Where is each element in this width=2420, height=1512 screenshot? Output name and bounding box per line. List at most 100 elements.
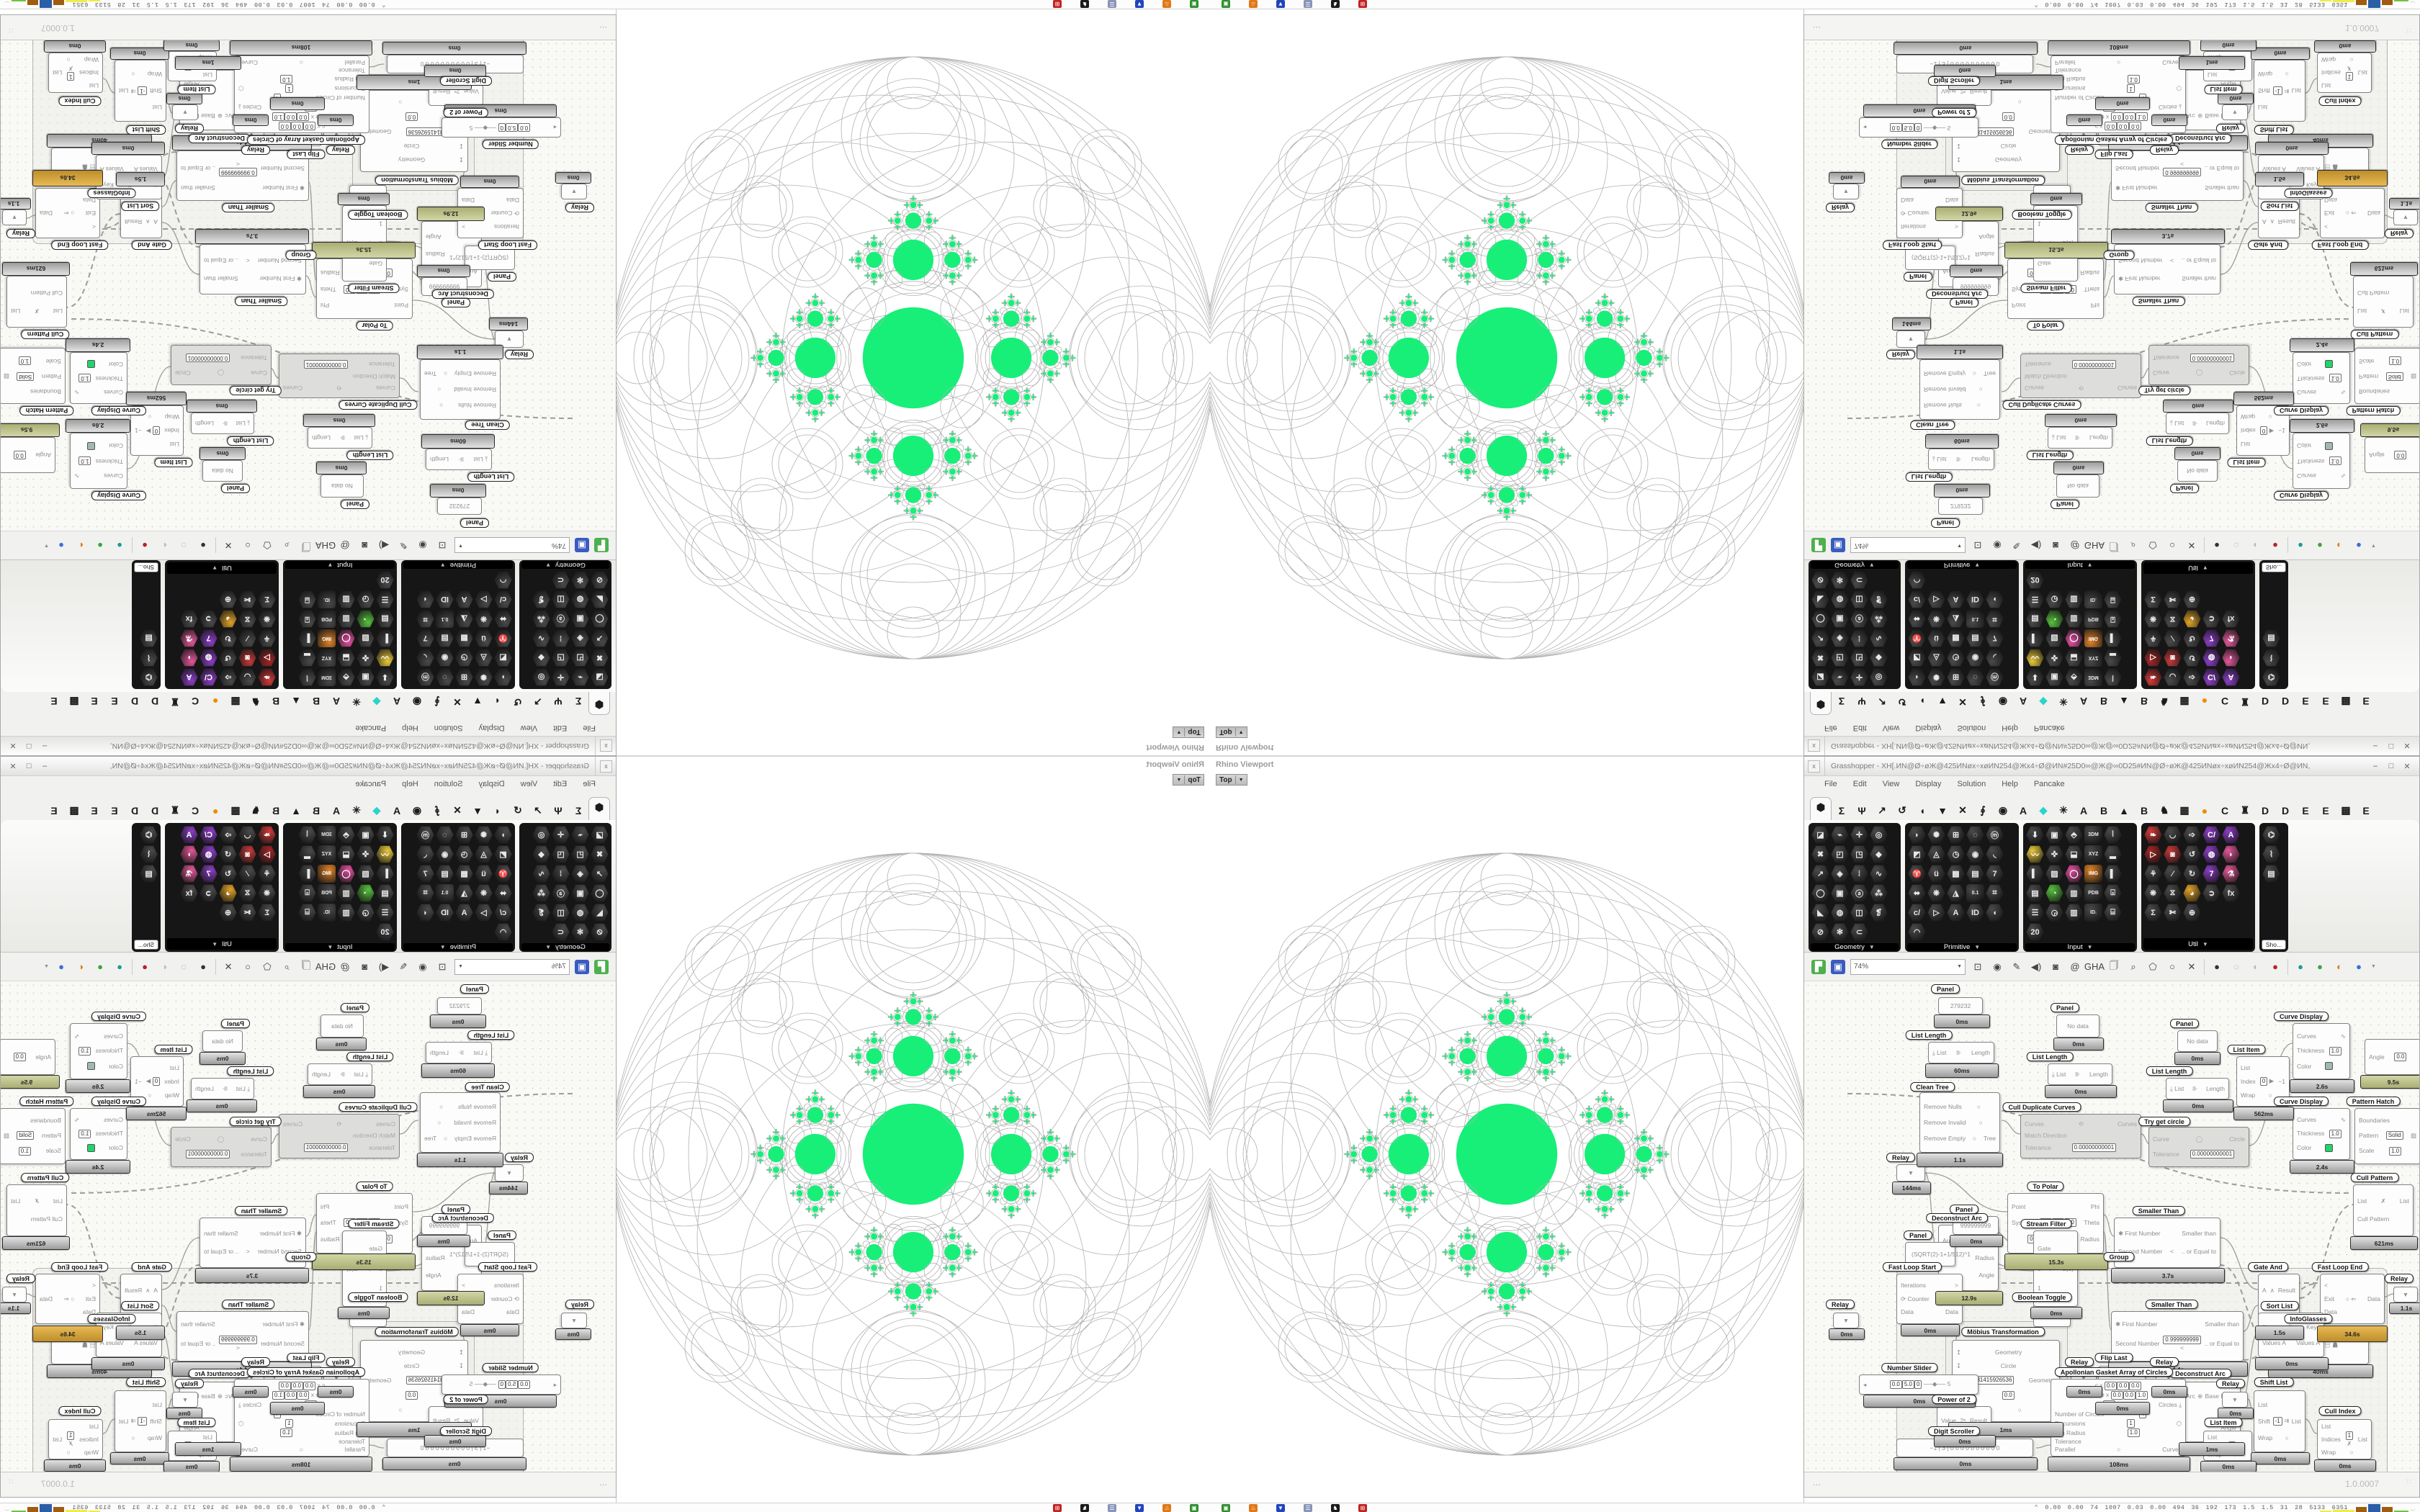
component-tab-11[interactable]: ◆: [2039, 804, 2048, 816]
maximize-button[interactable]: □: [26, 761, 32, 770]
component-tab-20[interactable]: C: [191, 805, 200, 816]
node-label[interactable]: Apollonian Gasket Array of Circles: [2054, 135, 2174, 145]
component-icon[interactable]: 7: [2202, 629, 2220, 647]
component-icon[interactable]: ⬓: [2065, 649, 2083, 667]
component-tab-22[interactable]: D: [2261, 696, 2269, 707]
node-label[interactable]: Möbius Transformation: [1961, 1327, 2045, 1336]
component-icon[interactable]: ◯: [2065, 865, 2083, 883]
node-label[interactable]: List Item: [2204, 1418, 2243, 1427]
component-icon[interactable]: A: [2222, 826, 2240, 844]
gh-node-body[interactable]: Angle 0.0: [2365, 437, 2419, 473]
component-icon[interactable]: ▨: [2045, 629, 2063, 647]
palette-group-label[interactable]: Primitive ▼: [403, 943, 513, 951]
component-icon[interactable]: ↗: [1811, 629, 1829, 647]
toolbar-icon-8[interactable]: ⌕: [284, 540, 290, 552]
component-tab-20[interactable]: C: [2220, 696, 2229, 707]
component-icon[interactable]: ⚘: [2144, 629, 2162, 647]
node-label[interactable]: Relay: [1886, 1153, 1916, 1162]
component-icon[interactable]: ◌: [436, 668, 454, 686]
toolbar-icon-7[interactable]: 🗍: [301, 959, 311, 971]
gh-node-body[interactable]: List ✗ List Cull Pattern: [6, 276, 67, 328]
component-icon[interactable]: ▤: [376, 610, 394, 628]
toolbar-icon-4[interactable]: ◙: [362, 540, 367, 551]
toolbar-icon-4[interactable]: ◙: [362, 961, 367, 972]
toolbar-icon-2[interactable]: ✎: [2012, 540, 2021, 552]
component-icon[interactable]: ▨: [357, 865, 375, 883]
component-tab-27[interactable]: E: [50, 805, 58, 816]
gh-node-body[interactable]: ✱ First Number Smaller than Second Number 0…: [2111, 1311, 2244, 1362]
component-icon[interactable]: ⌇: [2262, 845, 2280, 863]
component-tab-17[interactable]: ♞: [2159, 804, 2169, 816]
component-tab-6[interactable]: ▼: [472, 805, 483, 816]
component-icon[interactable]: ✺: [1927, 826, 1945, 844]
component-icon[interactable]: ❧: [2144, 826, 2162, 844]
open-file-icon[interactable]: ▛: [594, 959, 609, 974]
component-icon[interactable]: ▣: [1831, 884, 1849, 902]
menu-item-pancake[interactable]: Pancake: [2033, 724, 2065, 732]
gh-node-body[interactable]: 279232: [1938, 997, 1983, 1014]
component-tab-26[interactable]: ▩: [69, 804, 79, 816]
gh-node-body[interactable]: No data: [321, 1014, 364, 1038]
component-icon[interactable]: ✜: [2045, 845, 2063, 863]
component-tab-2[interactable]: Ψ: [554, 696, 563, 707]
node-label[interactable]: List Length: [1905, 1030, 1953, 1040]
component-icon[interactable]: ▥: [337, 610, 355, 628]
gh-node-body[interactable]: ⤓ List ⊪ Length: [1928, 449, 1994, 470]
node-label[interactable]: Boolean Toggle: [348, 210, 408, 220]
preview-mode-icon-0[interactable]: ●: [200, 540, 206, 551]
toolbar-icon-10[interactable]: ○: [245, 540, 251, 551]
component-icon[interactable]: ◌: [1966, 826, 1984, 844]
display-shape-icon-1[interactable]: ●: [2317, 961, 2323, 972]
component-icon[interactable]: ID.: [318, 904, 336, 922]
toolbar-icon-9[interactable]: ⬠: [263, 960, 272, 972]
component-tab-6[interactable]: ▼: [1937, 805, 1948, 816]
palette-group-label[interactable]: Geometry ▼: [521, 561, 609, 569]
node-label[interactable]: Flip Last: [2094, 150, 2133, 159]
component-icon[interactable]: ➩: [2183, 668, 2201, 686]
component-icon[interactable]: ◗: [1908, 826, 1926, 844]
component-icon[interactable]: ◕: [219, 884, 237, 902]
gh-node-body[interactable]: Curves ⟲ Curves Match Direction Tolerance 0.0…: [2020, 354, 2141, 398]
component-icon[interactable]: ID: [1966, 904, 1984, 922]
menu-item-solution[interactable]: Solution: [434, 780, 463, 788]
component-icon[interactable]: ▌: [2104, 629, 2122, 647]
node-label[interactable]: Smaller Than: [235, 297, 288, 306]
component-icon[interactable]: ◖: [416, 590, 434, 608]
node-label[interactable]: Flip Last: [287, 150, 326, 159]
node-label[interactable]: Number Slider: [483, 140, 539, 149]
component-icon[interactable]: ▷: [1927, 904, 1945, 922]
component-icon[interactable]: ◉: [436, 845, 454, 863]
toolbar-icon-10[interactable]: ○: [2169, 540, 2175, 551]
preview-mode-icon-0[interactable]: ●: [2214, 961, 2220, 972]
node-label[interactable]: Deconstruct Arc: [189, 1369, 251, 1378]
node-label[interactable]: Number Slider: [1881, 1363, 1937, 1372]
component-icon[interactable]: ◰: [1831, 845, 1849, 863]
component-icon[interactable]: ♈: [1908, 629, 1926, 647]
component-icon[interactable]: ∿: [532, 629, 550, 647]
component-icon[interactable]: ⁞: [1850, 865, 1868, 883]
component-icon[interactable]: A: [1947, 904, 1965, 922]
component-icon[interactable]: ▤: [436, 629, 454, 647]
component-tab-22[interactable]: D: [2261, 805, 2269, 816]
node-label[interactable]: Stream Filter: [2020, 1219, 2072, 1228]
component-icon[interactable]: ⁄: [238, 865, 256, 883]
component-icon[interactable]: A: [1947, 590, 1965, 608]
component-icon[interactable]: ⊞: [1947, 826, 1965, 844]
component-icon[interactable]: A: [455, 590, 473, 608]
component-icon[interactable]: ⊞: [455, 826, 473, 844]
toolbar-icon-1[interactable]: ◉: [1993, 960, 2002, 972]
component-icon[interactable]: ⌸: [2104, 590, 2122, 608]
node-label[interactable]: Gate And: [132, 240, 172, 250]
component-icon[interactable]: ✺: [1927, 668, 1945, 686]
component-icon[interactable]: ⁂: [532, 610, 550, 628]
preview-mode-icon-2[interactable]: ◐: [2253, 961, 2259, 972]
component-icon[interactable]: ⧖: [2164, 610, 2182, 628]
node-label[interactable]: To Polar: [356, 321, 393, 330]
component-icon[interactable]: ▥: [337, 884, 355, 902]
component-icon[interactable]: ⦚: [298, 668, 316, 686]
component-icon[interactable]: ◡: [2164, 826, 2182, 844]
toolbar-icon-0[interactable]: ⊡: [1973, 540, 1982, 552]
viewport-view-dropdown[interactable]: Top ▼: [1216, 774, 1247, 786]
component-icon[interactable]: fx: [180, 884, 198, 902]
node-label[interactable]: Panel: [2169, 484, 2200, 493]
